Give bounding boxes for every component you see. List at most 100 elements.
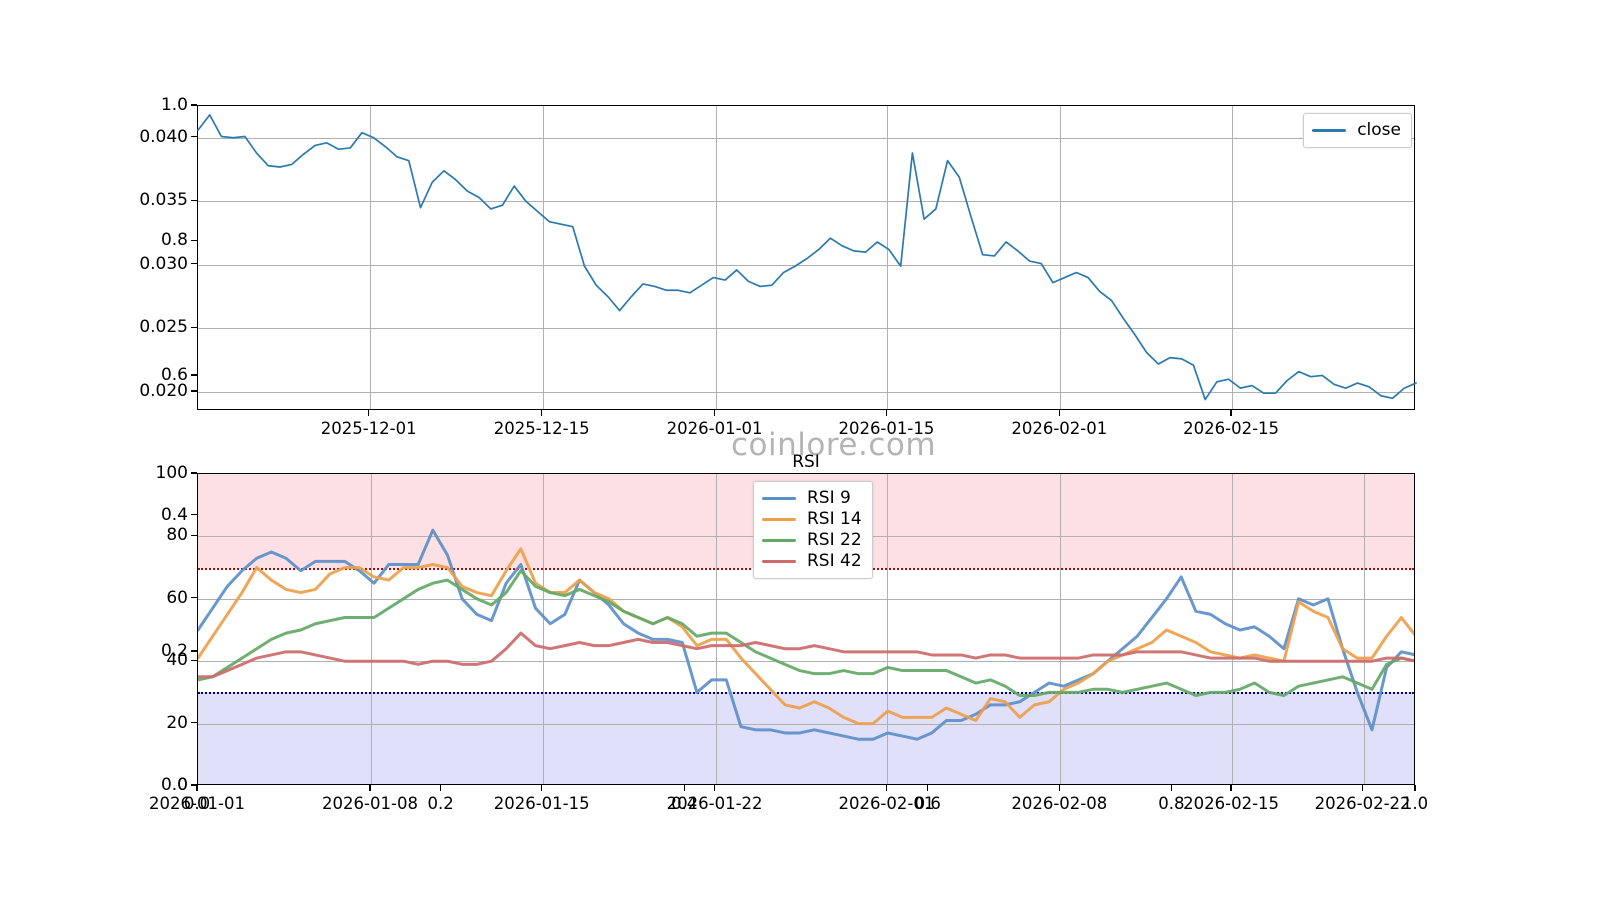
- rsi-y-tickmark-overlay-2: [191, 784, 197, 786]
- price-gridline-v-0: [369, 106, 371, 409]
- rsi-y-tickmark-3: [191, 659, 197, 661]
- rsi-x-tick-3: 2026-01-22: [666, 794, 763, 813]
- price-x-tickmark-1: [541, 410, 543, 416]
- price-gridline-h-1: [198, 328, 1414, 330]
- rsi-legend-label-3: RSI 42: [807, 551, 862, 571]
- rsi-x-tickmark-overlay-3: [927, 785, 929, 791]
- coinlore-watermark: coinlore.com: [731, 427, 937, 463]
- rsi-x-tick-overlay-3: 0.6: [914, 794, 941, 813]
- rsi-legend-label-1: RSI 14: [807, 509, 862, 529]
- rsi-x-tickmark-7: [1362, 785, 1364, 791]
- rsi-x-tickmark-6: [1230, 785, 1232, 791]
- price-y-tickmark-0: [191, 136, 197, 138]
- price-gridline-v-4: [1060, 106, 1062, 409]
- rsi-y-tickmark-0: [191, 472, 197, 474]
- rsi-legend-item-2[interactable]: RSI 22: [762, 530, 862, 551]
- rsi-x-tick-overlay-5: 1.0: [1401, 794, 1429, 813]
- price-y-tickmark-4: [191, 390, 197, 392]
- price-gridline-v-2: [715, 106, 717, 409]
- rsi-y-tick-overlay-1: 0.2: [160, 641, 188, 661]
- rsi-oversold-line: [198, 692, 1414, 695]
- rsi-legend-swatch-3: [762, 559, 796, 564]
- rsi-y-tick-overlay-2: 0.0: [160, 775, 188, 795]
- price-x-tick-0: 2025-12-01: [320, 419, 417, 438]
- price-legend-label-0: close: [1357, 120, 1401, 140]
- rsi-gridline-h-3: [198, 598, 1414, 600]
- price-x-tick-1: 2025-12-15: [493, 419, 590, 438]
- price-gridline-v-3: [887, 106, 889, 409]
- rsi-x-tick-5: 2026-02-08: [1011, 794, 1108, 813]
- rsi-y-tickmark-2: [191, 597, 197, 599]
- rsi-x-tickmark-overlay-4: [1170, 785, 1173, 791]
- rsi-gridline-v-1: [371, 474, 372, 784]
- price-gridline-h-3: [198, 201, 1414, 203]
- price-y-tick-1: 0.035: [139, 190, 188, 211]
- rsi-y-tick-0: 100: [155, 463, 188, 483]
- rsi-line-rsi-9: [198, 528, 1414, 741]
- price-gridline-h-4: [198, 137, 1414, 139]
- rsi-x-tickmark-4: [885, 785, 887, 791]
- price-x-tick-4: 2026-02-01: [1011, 419, 1108, 438]
- rsi-y-tick-2: 60: [166, 587, 188, 608]
- rsi-gridline-v-3: [715, 474, 717, 784]
- rsi-y-tick-1: 80: [166, 525, 188, 546]
- rsi-y-tick-overlay-0: 0.4: [160, 504, 188, 525]
- price-y-tickmark-overlay-1: [191, 239, 197, 241]
- price-y-tick-2: 0.030: [139, 253, 188, 274]
- rsi-x-tickmark-3: [714, 785, 716, 791]
- rsi-x-tick-6: 2026-02-15: [1183, 794, 1280, 813]
- rsi-gridline-v-2: [542, 474, 544, 784]
- rsi-x-tickmark-overlay-2: [683, 785, 685, 791]
- rsi-gridline-h-2: [198, 661, 1414, 663]
- rsi-x-tick-2: 2026-01-15: [493, 794, 590, 813]
- rsi-legend-item-3[interactable]: RSI 42: [762, 551, 862, 572]
- rsi-x-tick-overlay-2: 0.4: [671, 794, 698, 813]
- rsi-x-tickmark-2: [541, 785, 543, 791]
- price-x-tick-2: 2026-01-01: [666, 419, 763, 438]
- price-y-tickmark-1: [191, 199, 197, 201]
- rsi-x-tick-7: 2026-02-22: [1314, 794, 1411, 813]
- rsi-gridline-h-1: [198, 723, 1414, 725]
- rsi-x-tickmark-overlay-5: [1414, 785, 1416, 791]
- rsi-x-tick-0: 2026-01-01: [149, 794, 245, 813]
- rsi-legend-label-0: RSI 9: [807, 488, 851, 508]
- price-gridline-v-5: [1232, 106, 1234, 409]
- price-x-tick-3: 2026-01-15: [838, 419, 935, 438]
- rsi-legend-item-1[interactable]: RSI 14: [762, 509, 862, 530]
- price-legend-swatch-0: [1312, 128, 1347, 133]
- rsi-legend[interactable]: RSI 9 RSI 14 RSI 22 RSI 42: [753, 481, 873, 579]
- price-x-tickmark-2: [714, 410, 716, 416]
- rsi-legend-swatch-2: [762, 538, 796, 543]
- price-legend-item-0[interactable]: close: [1312, 120, 1401, 141]
- close-price-line: [197, 114, 1417, 401]
- rsi-legend-item-0[interactable]: RSI 9: [762, 488, 862, 509]
- price-y-tickmark-3: [191, 326, 197, 328]
- rsi-y-tick-5: 0: [177, 775, 188, 795]
- price-y-tick-3: 0.025: [139, 317, 188, 338]
- rsi-line-rsi-14: [198, 547, 1414, 726]
- price-y-tickmark-overlay-2: [191, 374, 197, 376]
- price-y-tick-overlay-1: 0.8: [160, 230, 188, 251]
- rsi-line-rsi-42: [198, 631, 1414, 679]
- rsi-y-tickmark-overlay-0: [191, 513, 197, 516]
- rsi-chart-panel: RSI 100 80 60 40 20 0 0.4 0.2 0.0 2026-01-01 202…: [149, 452, 1428, 813]
- rsi-y-tick-4: 20: [166, 712, 188, 733]
- rsi-x-tickmark-overlay-1: [440, 785, 442, 791]
- rsi-y-tickmark-overlay-1: [191, 650, 197, 652]
- rsi-series-lines: [198, 528, 1414, 741]
- rsi-legend-label-2: RSI 22: [807, 530, 862, 550]
- rsi-x-tick-4: 2026-02-01: [838, 794, 935, 813]
- rsi-gridline-v-5: [1060, 474, 1062, 784]
- rsi-gridline-v-4: [887, 474, 889, 784]
- price-legend[interactable]: close: [1303, 113, 1412, 148]
- price-y-tick-0: 0.040: [139, 126, 188, 147]
- price-x-tickmark-3: [885, 410, 887, 416]
- price-x-tickmark-0: [368, 410, 370, 416]
- rsi-line-rsi-22: [198, 569, 1414, 698]
- price-x-tickmark-5: [1230, 410, 1232, 416]
- price-x-tick-5: 2026-02-15: [1183, 419, 1280, 438]
- rsi-oversold-band: [198, 692, 1414, 784]
- rsi-y-tickmark-1: [191, 534, 197, 536]
- price-chart-panel: 0.040 0.035 0.030 0.025 0.020 1.0 0.8 0.6 2025…: [139, 95, 1417, 438]
- rsi-x-tick-overlay-0: 0.0: [183, 794, 211, 813]
